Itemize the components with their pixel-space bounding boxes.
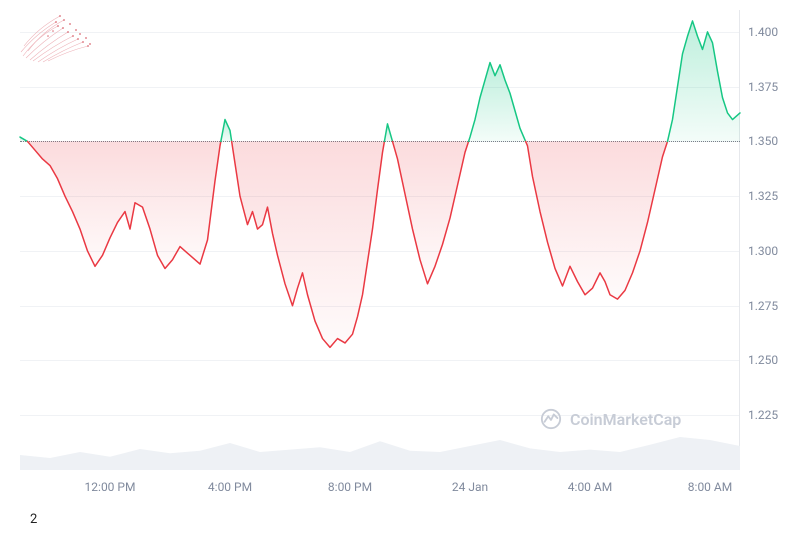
x-axis-label: 8:00 AM	[688, 480, 732, 494]
price-chart	[20, 10, 740, 470]
y-axis-label: 1.325	[748, 189, 778, 203]
x-axis-label: 4:00 PM	[208, 480, 252, 494]
plot-area[interactable]: CoinMarketCap	[20, 10, 740, 470]
y-axis-label: 1.350	[748, 134, 778, 148]
x-axis-label: 4:00 AM	[568, 480, 612, 494]
y-axis-label: 1.250	[748, 353, 778, 367]
x-axis-label: 24 Jan	[452, 480, 488, 494]
page-number: 2	[30, 512, 37, 527]
x-axis-label: 12:00 PM	[85, 480, 136, 494]
y-axis-label: 1.375	[748, 80, 778, 94]
y-axis-label: 1.300	[748, 244, 778, 258]
chart-root: CoinMarketCap 1.225 1.250 1.275 1.300 1.325 1…	[0, 0, 800, 533]
y-axis-label: 1.225	[748, 408, 778, 422]
x-axis-label: 8:00 PM	[328, 480, 372, 494]
y-axis-label: 1.275	[748, 299, 778, 313]
y-axis-label: 1.400	[748, 25, 778, 39]
